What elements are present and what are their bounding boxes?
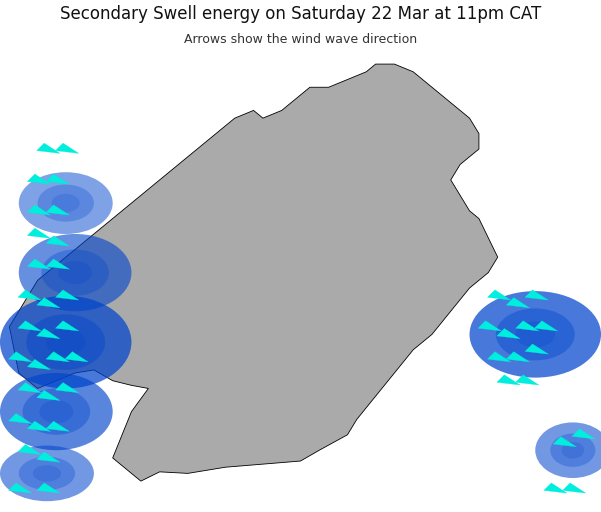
Polygon shape bbox=[18, 382, 41, 393]
Polygon shape bbox=[487, 290, 511, 300]
Ellipse shape bbox=[0, 373, 113, 450]
Polygon shape bbox=[8, 483, 32, 493]
Polygon shape bbox=[534, 321, 558, 331]
Polygon shape bbox=[27, 228, 50, 238]
Polygon shape bbox=[37, 452, 60, 462]
Polygon shape bbox=[46, 352, 69, 362]
Ellipse shape bbox=[52, 194, 80, 212]
Polygon shape bbox=[572, 429, 595, 439]
Ellipse shape bbox=[40, 400, 73, 423]
Polygon shape bbox=[37, 483, 60, 493]
Polygon shape bbox=[525, 290, 548, 300]
Polygon shape bbox=[18, 321, 41, 331]
Ellipse shape bbox=[23, 389, 90, 435]
Polygon shape bbox=[46, 259, 69, 269]
Polygon shape bbox=[497, 375, 520, 385]
Polygon shape bbox=[516, 375, 539, 385]
Polygon shape bbox=[8, 352, 32, 362]
Polygon shape bbox=[27, 359, 50, 370]
Polygon shape bbox=[10, 64, 498, 481]
Polygon shape bbox=[18, 444, 41, 455]
Polygon shape bbox=[516, 321, 539, 331]
Polygon shape bbox=[55, 382, 79, 393]
Polygon shape bbox=[37, 390, 60, 400]
Polygon shape bbox=[553, 437, 576, 447]
Ellipse shape bbox=[561, 442, 584, 459]
Polygon shape bbox=[506, 352, 529, 362]
Text: Secondary Swell energy on Saturday 22 Mar at 11pm CAT: Secondary Swell energy on Saturday 22 Ma… bbox=[60, 5, 541, 23]
Polygon shape bbox=[37, 297, 60, 308]
Polygon shape bbox=[46, 421, 69, 432]
Polygon shape bbox=[563, 483, 586, 493]
Polygon shape bbox=[46, 236, 69, 246]
Ellipse shape bbox=[496, 308, 575, 360]
Polygon shape bbox=[525, 344, 548, 354]
Ellipse shape bbox=[469, 291, 601, 378]
Polygon shape bbox=[18, 290, 41, 300]
Ellipse shape bbox=[58, 261, 92, 284]
Polygon shape bbox=[506, 297, 529, 308]
Ellipse shape bbox=[551, 434, 596, 467]
Polygon shape bbox=[65, 352, 88, 362]
Polygon shape bbox=[55, 321, 79, 331]
Ellipse shape bbox=[535, 422, 601, 478]
Ellipse shape bbox=[46, 328, 85, 356]
Polygon shape bbox=[487, 352, 511, 362]
Polygon shape bbox=[27, 174, 50, 184]
Text: Arrows show the wind wave direction: Arrows show the wind wave direction bbox=[184, 33, 417, 47]
Polygon shape bbox=[46, 205, 69, 215]
Polygon shape bbox=[544, 483, 567, 493]
Polygon shape bbox=[497, 329, 520, 339]
Polygon shape bbox=[27, 259, 50, 269]
Polygon shape bbox=[46, 174, 69, 184]
Ellipse shape bbox=[19, 172, 113, 234]
Ellipse shape bbox=[516, 322, 555, 347]
Ellipse shape bbox=[33, 465, 61, 482]
Polygon shape bbox=[37, 329, 60, 339]
Polygon shape bbox=[27, 205, 50, 215]
Ellipse shape bbox=[41, 249, 109, 296]
Ellipse shape bbox=[0, 296, 132, 389]
Ellipse shape bbox=[26, 314, 105, 370]
Polygon shape bbox=[8, 413, 32, 423]
Ellipse shape bbox=[19, 457, 75, 490]
Polygon shape bbox=[55, 290, 79, 300]
Polygon shape bbox=[55, 143, 79, 154]
Polygon shape bbox=[478, 321, 501, 331]
Polygon shape bbox=[27, 421, 50, 432]
Ellipse shape bbox=[37, 184, 94, 222]
Ellipse shape bbox=[19, 234, 132, 311]
Polygon shape bbox=[37, 143, 60, 154]
Ellipse shape bbox=[0, 445, 94, 501]
